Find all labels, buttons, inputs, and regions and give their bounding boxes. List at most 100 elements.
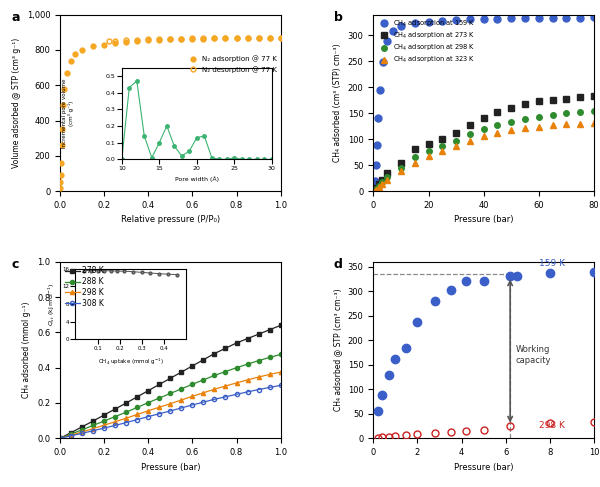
- CH$_4$ adsorption at 298 K: [549, 112, 556, 118]
- 288 K: [134, 405, 141, 411]
- CH$_4$ adsorption at 159 K: [375, 115, 382, 121]
- CH$_4$ adsorption at 273 K: [371, 187, 379, 192]
- 288 K: [122, 409, 130, 415]
- N₂ adsorption @ 77 K: [63, 70, 70, 76]
- CH$_4$ adsorption at 323 K: [452, 144, 460, 150]
- 308 K: [189, 402, 196, 408]
- 308 K: [233, 392, 240, 397]
- Text: a: a: [11, 11, 20, 24]
- Line: CH$_4$ adsorption at 323 K: CH$_4$ adsorption at 323 K: [372, 120, 597, 193]
- CH$_4$ adsorption at 273 K: [466, 122, 473, 128]
- N₂ desorption @ 77 K: [145, 37, 152, 42]
- X-axis label: Relative pressure (P/P₀): Relative pressure (P/P₀): [121, 215, 220, 225]
- CH$_4$ adsorption at 298 K: [439, 143, 446, 149]
- N₂ desorption @ 77 K: [200, 36, 207, 41]
- 308 K: [89, 428, 97, 433]
- N₂ adsorption @ 77 K: [200, 36, 207, 41]
- CH$_4$ adsorption at 273 K: [425, 142, 432, 148]
- Line: CH$_4$ adsorption at 273 K: CH$_4$ adsorption at 273 K: [372, 94, 597, 192]
- N₂ adsorption @ 77 K: [57, 179, 64, 185]
- N₂ adsorption @ 77 K: [89, 43, 97, 49]
- N₂ desorption @ 77 K: [222, 35, 229, 41]
- CH$_4$ adsorption at 273 K: [535, 98, 542, 104]
- N₂ adsorption @ 77 K: [178, 36, 185, 42]
- 298 K: [244, 377, 251, 383]
- X-axis label: Pressure (bar): Pressure (bar): [454, 463, 514, 471]
- 288 K: [89, 423, 97, 429]
- 288 K: [266, 355, 273, 360]
- 288 K: [255, 357, 262, 363]
- 278 K: [79, 424, 86, 430]
- N₂ desorption @ 77 K: [178, 36, 185, 41]
- 308 K: [200, 399, 207, 405]
- CH$_4$ adsorption at 159 K: [577, 15, 584, 20]
- 298 K: [56, 435, 64, 441]
- CH$_4$ adsorption at 298 K: [480, 126, 487, 132]
- 298 K: [155, 404, 163, 410]
- 288 K: [56, 435, 64, 441]
- Y-axis label: CH₄ adsorbed (mmol g⁻¹): CH₄ adsorbed (mmol g⁻¹): [22, 302, 31, 398]
- Line: N₂ desorption @ 77 K: N₂ desorption @ 77 K: [106, 35, 283, 44]
- N₂ adsorption @ 77 K: [79, 47, 86, 53]
- CH$_4$ adsorption at 298 K: [425, 148, 432, 153]
- 308 K: [56, 435, 64, 441]
- CH$_4$ adsorption at 323 K: [563, 121, 570, 127]
- 278 K: [244, 336, 251, 341]
- CH$_4$ adsorption at 323 K: [480, 133, 487, 139]
- 278 K: [255, 331, 262, 337]
- N₂ desorption @ 77 K: [155, 36, 163, 42]
- 308 K: [145, 413, 152, 419]
- 298 K: [200, 390, 207, 395]
- 298 K: [145, 408, 152, 413]
- CH$_4$ adsorption at 159 K: [494, 16, 501, 22]
- X-axis label: Pressure (bar): Pressure (bar): [454, 215, 514, 225]
- CH$_4$ adsorption at 298 K: [508, 119, 515, 125]
- Line: 298 K: 298 K: [58, 370, 283, 440]
- N₂ adsorption @ 77 K: [255, 35, 262, 41]
- CH$_4$ adsorption at 323 K: [439, 148, 446, 154]
- X-axis label: Pressure (bar): Pressure (bar): [140, 463, 200, 471]
- CH$_4$ adsorption at 273 K: [549, 97, 556, 103]
- N₂ adsorption @ 77 K: [266, 35, 273, 41]
- 288 K: [277, 352, 284, 357]
- 288 K: [112, 413, 119, 419]
- 298 K: [266, 372, 273, 377]
- Y-axis label: CH₄ adsorbed (cm³ (STP) cm⁻³): CH₄ adsorbed (cm³ (STP) cm⁻³): [333, 43, 342, 162]
- 308 K: [155, 411, 163, 417]
- CH$_4$ adsorption at 323 K: [425, 153, 432, 159]
- CH$_4$ adsorption at 159 K: [590, 14, 598, 20]
- CH$_4$ adsorption at 298 K: [411, 154, 418, 160]
- 278 K: [101, 412, 108, 418]
- 298 K: [89, 426, 97, 431]
- CH$_4$ adsorption at 323 K: [494, 130, 501, 136]
- CH$_4$ adsorption at 273 K: [452, 130, 460, 136]
- 288 K: [244, 361, 251, 367]
- N₂ adsorption @ 77 K: [56, 185, 64, 190]
- CH$_4$ adsorption at 323 K: [590, 120, 598, 126]
- CH$_4$ adsorption at 273 K: [494, 109, 501, 115]
- Line: CH$_4$ adsorption at 159 K: CH$_4$ adsorption at 159 K: [370, 14, 598, 193]
- N₂ adsorption @ 77 K: [58, 142, 65, 148]
- 308 K: [79, 431, 86, 436]
- N₂ desorption @ 77 K: [167, 36, 174, 42]
- CH$_4$ adsorption at 298 K: [378, 179, 385, 185]
- CH$_4$ adsorption at 159 K: [549, 15, 556, 20]
- N₂ adsorption @ 77 K: [134, 37, 141, 43]
- 298 K: [167, 401, 174, 407]
- 288 K: [101, 418, 108, 424]
- CH$_4$ adsorption at 159 K: [370, 187, 377, 193]
- CH$_4$ adsorption at 323 K: [411, 160, 418, 166]
- N₂ adsorption @ 77 K: [155, 37, 163, 42]
- N₂ desorption @ 77 K: [105, 38, 112, 44]
- 288 K: [167, 391, 174, 396]
- CH$_4$ adsorption at 159 K: [508, 15, 515, 21]
- 308 K: [167, 408, 174, 414]
- CH$_4$ adsorption at 159 K: [371, 178, 379, 184]
- 298 K: [178, 397, 185, 403]
- CH$_4$ adsorption at 159 K: [439, 18, 446, 24]
- N₂ adsorption @ 77 K: [72, 52, 79, 57]
- N₂ desorption @ 77 K: [233, 35, 240, 41]
- N₂ desorption @ 77 K: [134, 37, 141, 42]
- 308 K: [211, 396, 218, 402]
- 278 K: [122, 400, 130, 406]
